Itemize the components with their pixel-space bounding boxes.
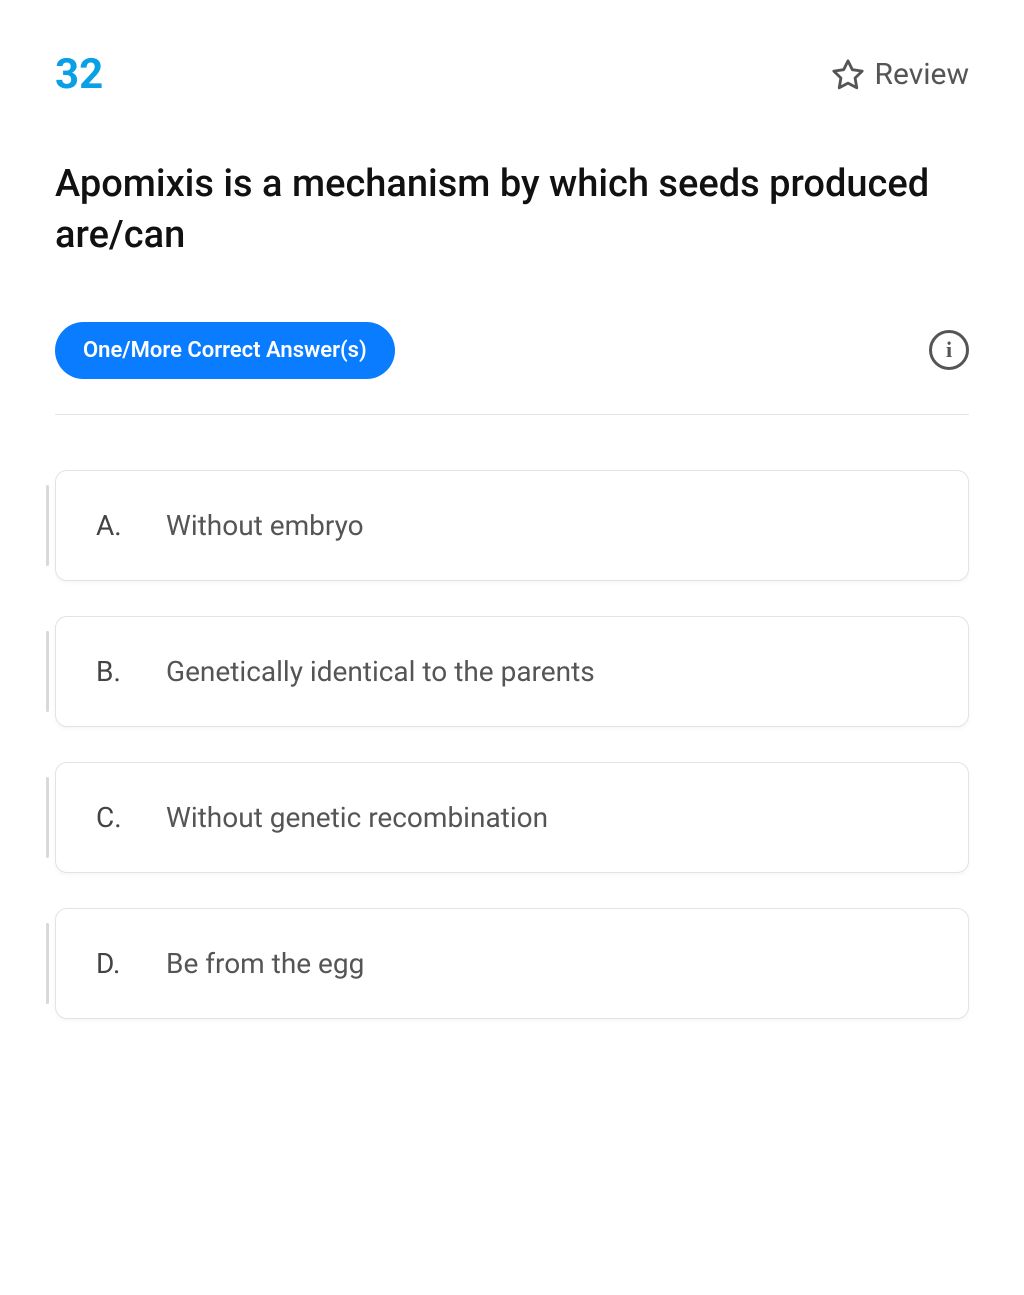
option-d[interactable]: D. Be from the egg — [55, 908, 969, 1019]
question-number: 32 — [55, 50, 103, 99]
star-icon — [831, 58, 865, 92]
review-toggle[interactable]: Review — [831, 57, 969, 92]
review-label: Review — [875, 57, 969, 92]
question-text: Apomixis is a mechanism by which seeds p… — [55, 159, 969, 262]
option-text: Without embryo — [166, 509, 364, 542]
option-text: Without genetic recombination — [166, 801, 548, 834]
option-letter: C. — [96, 801, 166, 834]
answer-type-badge: One/More Correct Answer(s) — [55, 322, 395, 379]
option-text: Be from the egg — [166, 947, 364, 980]
option-c[interactable]: C. Without genetic recombination — [55, 762, 969, 873]
option-letter: B. — [96, 655, 166, 688]
option-text: Genetically identical to the parents — [166, 655, 595, 688]
header-row: 32 Review — [55, 50, 969, 99]
option-letter: A. — [96, 509, 166, 542]
badge-row: One/More Correct Answer(s) i — [55, 322, 969, 379]
option-b[interactable]: B. Genetically identical to the parents — [55, 616, 969, 727]
divider — [55, 414, 969, 415]
option-a[interactable]: A. Without embryo — [55, 470, 969, 581]
info-icon[interactable]: i — [929, 330, 969, 370]
quiz-container: 32 Review Apomixis is a mechanism by whi… — [0, 0, 1024, 1019]
option-letter: D. — [96, 947, 166, 980]
